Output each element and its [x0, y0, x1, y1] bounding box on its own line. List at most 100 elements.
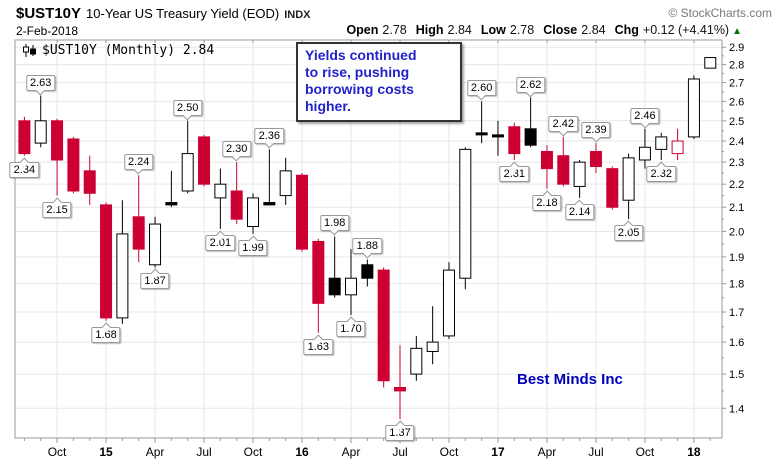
open-label: Open — [346, 23, 379, 37]
candle-Feb-17 — [508, 122, 521, 160]
price-label: 2.46 — [630, 107, 660, 124]
close-label: Close — [543, 23, 578, 37]
candle-Jul-17 — [589, 143, 602, 174]
price-label: 2.30 — [221, 141, 252, 158]
plot-frame — [14, 39, 723, 439]
y-axis-label: 2.7 — [729, 78, 744, 90]
candle-May-15 — [165, 170, 178, 208]
price-label: 1.37 — [385, 425, 415, 442]
candle-Mar-15 — [132, 175, 145, 263]
candle-Dec-14 — [83, 155, 96, 205]
up-arrow-icon: ▲ — [732, 26, 742, 37]
price-label: 2.18 — [532, 194, 562, 211]
candle-Sep-16 — [426, 306, 439, 365]
annotation-line: Yields continued — [305, 47, 417, 63]
x-axis-label: 15 — [99, 445, 113, 459]
candle-Jun-15 — [181, 120, 194, 194]
candle-Jun-17 — [573, 159, 586, 198]
candle-May-17 — [557, 136, 570, 187]
annotation-line: higher. — [305, 98, 351, 114]
price-label: 2.15 — [42, 201, 72, 218]
stockcharts-copyright-link[interactable]: © StockCharts.com — [668, 6, 772, 20]
open-value: 2.78 — [382, 23, 407, 37]
low-value: 2.78 — [509, 23, 535, 37]
y-axis-label: 1.7 — [729, 307, 744, 319]
x-axis-label: Jul — [392, 445, 407, 459]
candle-Aug-14 — [18, 116, 31, 156]
price-label: 1.88 — [352, 238, 383, 255]
price-label: 1.98 — [319, 215, 350, 232]
symbol: $UST10Y — [16, 5, 82, 22]
x-axis-label: Apr — [538, 445, 557, 459]
candle-Dec-16 — [475, 101, 488, 144]
y-axis-label: 2.0 — [729, 226, 744, 238]
price-label: 2.39 — [581, 122, 611, 139]
high-value: 2.84 — [447, 23, 472, 37]
price-label: 2.60 — [466, 80, 497, 97]
price-label: 2.31 — [499, 165, 530, 182]
chart-header: $UST10Y 10-Year US Treasury Yield (EOD) IN… — [16, 5, 310, 23]
y-axis-label: 2.5 — [729, 116, 744, 128]
candle-Oct-14 — [51, 118, 64, 196]
candle-Oct-16 — [442, 262, 455, 339]
price-label: 2.05 — [613, 225, 644, 242]
x-axis-label: Jul — [588, 445, 603, 459]
candle-Sep-15 — [230, 162, 243, 225]
y-axis-label: 1.9 — [729, 252, 744, 264]
x-axis-label: Oct — [636, 445, 655, 459]
y-axis-label: 2.8 — [729, 60, 744, 72]
x-axis-label: 18 — [687, 445, 701, 459]
price-label: 1.87 — [140, 273, 170, 290]
low-label: Low — [480, 23, 506, 37]
x-axis-label: 17 — [491, 445, 505, 459]
price-label: 2.14 — [564, 203, 595, 220]
price-label: 1.99 — [238, 239, 268, 256]
price-label: 2.24 — [123, 154, 154, 171]
candle-May-16 — [361, 259, 374, 287]
y-axis-label: 2.9 — [729, 42, 744, 54]
quote-date: 2-Feb-2018 — [16, 24, 79, 38]
chg-value: +0.12 (+4.41%) — [642, 23, 730, 37]
chart-legend: $UST10Y (Monthly) 2.84 — [22, 43, 214, 58]
candle-Dec-17 — [671, 128, 684, 160]
price-label: 2.42 — [548, 115, 578, 132]
page-title: 10-Year US Treasury Yield (EOD) — [86, 6, 280, 21]
candle-Apr-17 — [540, 145, 553, 189]
x-axis-label: Jul — [196, 445, 211, 459]
close-value: 2.84 — [581, 23, 606, 37]
candle-Jan-17 — [491, 120, 504, 156]
y-axis-label: 1.8 — [729, 279, 744, 291]
price-label: 2.36 — [254, 128, 285, 145]
x-axis-label: 16 — [295, 445, 309, 459]
exchange-tag: INDX — [284, 9, 311, 21]
candle-Oct-17 — [638, 128, 651, 169]
x-axis-label: Apr — [146, 445, 165, 459]
high-label: High — [415, 23, 444, 37]
x-axis-label: Oct — [48, 445, 67, 459]
candle-Dec-15 — [279, 157, 292, 205]
y-axis-label: 1.4 — [729, 403, 744, 415]
candle-Aug-17 — [606, 166, 619, 210]
candle-Mar-17 — [524, 97, 537, 148]
candle-Feb-15 — [116, 200, 129, 324]
y-axis-label: 2.1 — [729, 202, 744, 214]
candle-Nov-16 — [459, 147, 472, 290]
annotation-line: to rise, pushing — [305, 64, 410, 80]
candle-Mar-16 — [328, 236, 341, 298]
chg-label: Chg — [614, 23, 639, 37]
price-label: 2.62 — [515, 76, 546, 93]
x-axis-label: Oct — [440, 445, 459, 459]
x-axis-label: Apr — [342, 445, 361, 459]
candle-Aug-16 — [410, 335, 423, 381]
candle-Aug-15 — [214, 168, 227, 229]
candle-Sep-14 — [34, 95, 47, 148]
y-axis-label: 2.3 — [729, 157, 744, 169]
candle-Nov-15 — [263, 149, 276, 206]
y-axis-label: 2.2 — [729, 179, 744, 191]
price-label: 2.32 — [646, 165, 676, 182]
y-axis-label: 2.4 — [729, 136, 744, 148]
x-axis-label: Oct — [244, 445, 263, 459]
candle-Feb-18 — [704, 57, 717, 69]
price-label: 1.68 — [91, 326, 121, 343]
